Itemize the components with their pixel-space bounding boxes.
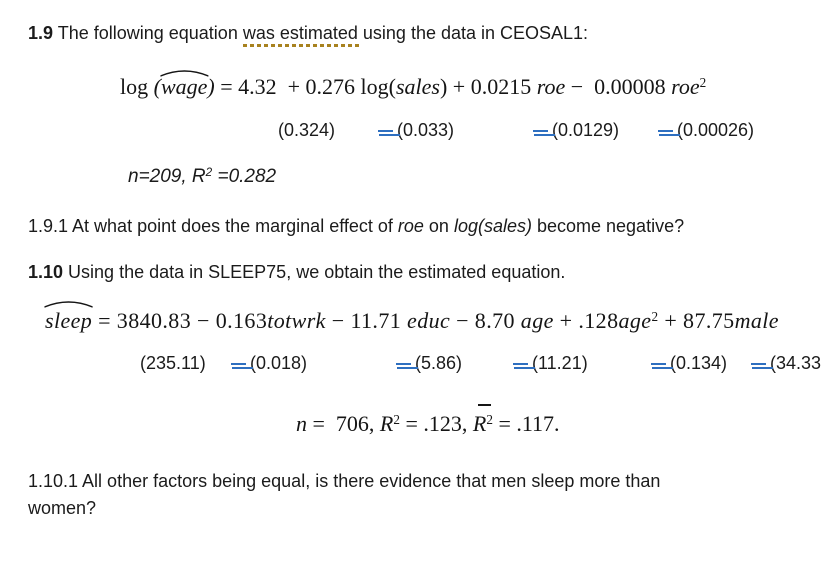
var-n: n [296,411,307,436]
eq-text: = 4.32 + 0.276 log( [214,74,396,99]
question-1-9-1: 1.9.1 At what point does the marginal ef… [28,215,828,238]
eq-text: + .128 [553,308,619,333]
eq-text: − 11.71 [325,308,408,333]
wage-regression-stats: n=209, R2 =0.282 [128,166,276,188]
sleep-term: sleep [45,308,93,333]
sleep-regression-stats: n = 706, R2 = .123, R2 = .117. [296,404,560,441]
std-error-item: (0.018) [231,353,307,374]
underlined-words: was estimated [242,23,358,43]
std-error-item: (11.21) [513,353,588,374]
stats-text: = .117. [492,411,560,436]
std-error-item: (0.00026) [658,120,754,141]
std-error-item: (0.134) [651,353,727,374]
r-bar-overline: R [472,404,492,438]
adjusted-r-squared: R [472,411,487,436]
grammar-double-underline-icon [396,363,418,371]
problem-1-10-heading: 1.10 Using the data in SLEEP75, we obtai… [28,261,565,284]
var-roe: roe [536,74,566,99]
question-1-10-1: 1.10.1 All other factors being equal, is… [28,468,828,522]
eq-text: − 0.00008 [565,74,672,99]
var-roe: roe [671,74,700,99]
std-error-item: (0.033) [378,120,454,141]
wage-std-errors-row: (0.324) (0.033) (0.0129) (0.00026) [0,120,828,146]
var-roe: roe [397,216,424,236]
eq-text: = 3840.83 − 0.163 [92,308,268,333]
grammar-double-underline-icon [378,130,400,138]
sleep-equation: sleep = 3840.83 − 0.163totwrk − 11.71 ed… [44,301,779,338]
var-educ: educ [407,308,451,333]
heading-text: Using the data in SLEEP75, we obtain the… [63,262,566,282]
std-error-value: (34.33 [770,353,822,373]
std-error-value: (0.0129) [552,120,620,140]
var-age: age [618,308,652,333]
eq-text: − 8.70 [450,308,521,333]
question-line-1: 1.10.1 All other factors being equal, is… [28,471,661,491]
var-male: male [734,308,779,333]
eq-text: ) + 0.0215 [439,74,537,99]
eq-log-operator: log [120,74,154,99]
exponent: 2 [486,411,493,427]
sleep-std-errors-row: (235.11) (0.018) (5.86) (11.21) (0.134) … [0,353,828,379]
std-error-item: (235.11) [140,353,206,374]
std-error-value: (0.134) [670,353,728,373]
exponent: 2 [205,165,213,179]
var-sales: sales [395,74,440,99]
grammar-double-underline-icon [751,363,773,371]
var-totwrk: totwrk [267,308,326,333]
std-error-item: (34.33 [751,353,821,374]
heading-text: using the data in CEOSAL1: [357,23,589,43]
std-error-value: (5.86) [415,353,463,373]
problem-1-10-number: 1.10 [28,262,64,282]
exponent: 2 [699,74,707,90]
grammar-double-underline-icon [651,363,673,371]
question-line-2: women? [28,498,97,518]
std-error-value: (235.11) [140,353,206,373]
heading-text: The following equation [53,23,243,43]
question-text: 1.9.1 At what point does the marginal ef… [28,216,398,236]
stats-text: =0.282 [212,166,277,187]
exponent: 2 [393,411,400,427]
var-age: age [520,308,554,333]
question-text: on [423,216,454,236]
std-error-value: (11.21) [532,353,588,373]
r-squared: R [379,411,394,436]
grammar-double-underline-icon [533,130,555,138]
spellcheck-underlined-text: was estimated [243,23,358,43]
stats-text: = 706, [307,411,380,436]
std-error-value: (0.00026) [677,120,755,140]
grammar-double-underline-icon [658,130,680,138]
widehat-accent-icon [44,301,93,308]
hat-term-sleep: sleep [44,301,93,335]
var-log-sales: log(sales) [453,216,532,236]
widehat-accent-icon [160,70,209,77]
problem-1-9-heading: 1.9 The following equation was estimated… [28,22,588,45]
stats-text: n=209, R [128,166,206,187]
std-error-item: (5.86) [396,353,462,374]
std-error-value: (0.033) [397,120,455,140]
wage-term: (wage) [153,74,215,99]
stats-text: = .123, [399,411,473,436]
std-error-value: (0.324) [278,120,336,140]
hat-term-wage: (wage) [153,70,215,101]
problem-1-9-number: 1.9 [28,23,54,43]
wage-equation: log (wage) = 4.32 + 0.276 log(sales) + 0… [120,70,707,104]
eq-text: + 87.75 [658,308,735,333]
question-text: become negative? [531,216,685,236]
grammar-double-underline-icon [231,363,253,371]
std-error-value: (0.018) [250,353,308,373]
exponent: 2 [651,308,659,324]
std-error-item: (0.0129) [533,120,619,141]
std-error-item: (0.324) [278,120,335,141]
grammar-double-underline-icon [513,363,535,371]
